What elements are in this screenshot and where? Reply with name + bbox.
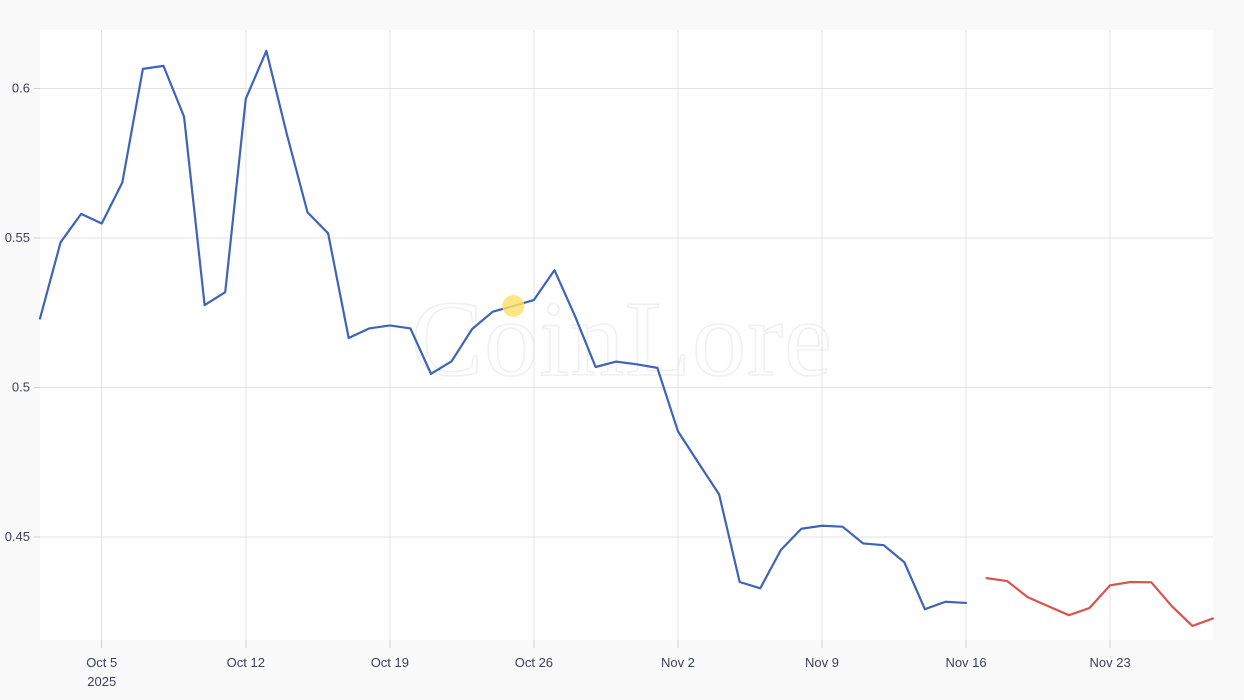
y-axis-tick-label: 0.6 (12, 80, 30, 95)
marker-group[interactable] (502, 295, 525, 317)
y-gridlines (34, 87, 1213, 538)
y-axis-tick-label: 0.5 (12, 379, 30, 394)
x-axis-tick-label: Nov 9 (805, 655, 839, 670)
x-axis-tick-label: Oct 26 (515, 655, 553, 670)
x-axis-tick-label: Nov 16 (945, 655, 986, 670)
y-axis-tick-label: 0.55 (5, 230, 30, 245)
coinlore-watermark: CoinLore (410, 279, 833, 400)
x-axis-tick-label: Oct 12 (227, 655, 265, 670)
x-axis-tick-label: Oct 19 (371, 655, 409, 670)
tracker-dot[interactable] (502, 295, 525, 317)
plot-area-background (40, 30, 1213, 640)
x-gridlines (101, 30, 1111, 648)
x-axis-tick-label: Nov 23 (1090, 655, 1131, 670)
x-axis-tick-labels: Oct 5 2025 Oct 12 Oct 19 Oct 26 Nov 2 Nov 9 Nov… (86, 655, 1131, 689)
watermark-label: CoinLore (411, 280, 833, 399)
x-axis-tick-label: Oct 5 (86, 655, 117, 670)
x-axis-year-label: 2025 (87, 674, 116, 689)
x-axis-tick-label: Nov 2 (661, 655, 695, 670)
y-axis-tick-labels: 0.45 0.5 0.55 0.6 (5, 80, 30, 544)
y-axis-tick-label: 0.45 (5, 529, 30, 544)
series-line-price-forecast[interactable] (985, 576, 1215, 628)
